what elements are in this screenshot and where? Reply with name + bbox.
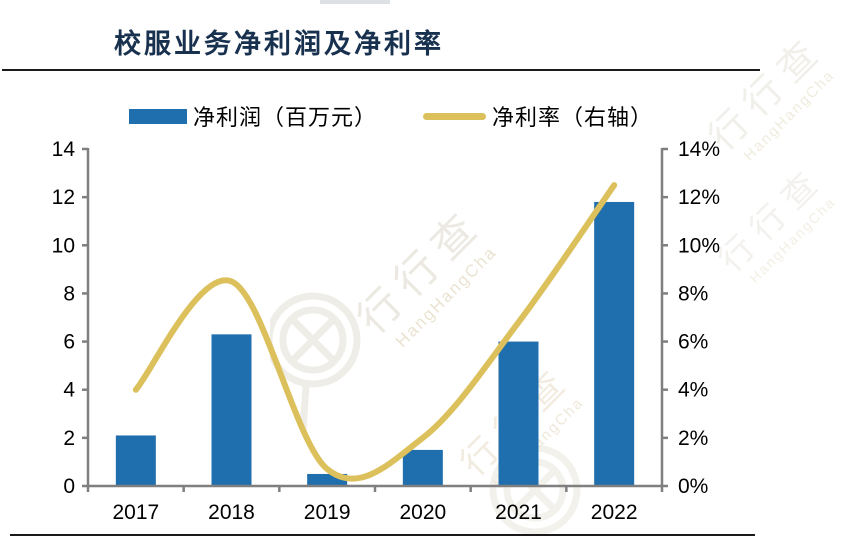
net-margin-line [132, 182, 618, 482]
bar-2021 [498, 341, 539, 486]
left-axis-label-4: 4 [63, 379, 75, 402]
right-axis-label-10%: 10% [678, 234, 720, 257]
bar-2022 [594, 201, 635, 486]
legend-label-net-profit: 净利润（百万元） [193, 105, 378, 130]
legend-item-net-margin: 净利率（右轴） [423, 101, 653, 131]
right-axis-label-12%: 12% [678, 186, 720, 209]
left-axis-label-14: 14 [52, 138, 76, 161]
left-axis-label-0: 0 [63, 475, 75, 498]
left-axis-label-8: 8 [63, 282, 75, 305]
right-axis-label-6%: 6% [678, 331, 708, 354]
right-axis-label-2%: 2% [678, 427, 708, 450]
x-axis-label-2021: 2021 [495, 501, 542, 524]
x-axis-label-2020: 2020 [399, 501, 446, 524]
x-axis-label-2017: 2017 [112, 501, 159, 524]
x-axis-label-2018: 2018 [208, 501, 255, 524]
top-edge-artifact [320, 0, 390, 4]
x-axis-label-2022: 2022 [591, 501, 638, 524]
left-axis-label-2: 2 [63, 427, 75, 450]
right-axis-label-8%: 8% [678, 282, 708, 305]
legend-item-net-profit: 净利润（百万元） [129, 101, 377, 131]
bar-2017 [115, 435, 156, 486]
legend-bar-swatch-icon [129, 108, 187, 124]
legend-line-swatch-icon [423, 112, 486, 120]
bar-2020 [402, 449, 443, 486]
left-axis-label-6: 6 [63, 331, 75, 354]
legend-label-net-margin: 净利率（右轴） [492, 105, 654, 130]
right-axis-label-4%: 4% [678, 379, 708, 402]
bottom-divider [10, 534, 755, 536]
bar-2018 [211, 334, 252, 486]
title-underline [2, 69, 760, 71]
right-axis-label-0%: 0% [678, 475, 708, 498]
right-axis-label-14%: 14% [678, 138, 720, 161]
chart-title: 校服业务净利润及净利率 [114, 29, 444, 59]
left-axis-label-10: 10 [52, 234, 75, 257]
x-axis-label-2019: 2019 [304, 501, 351, 524]
left-axis-label-12: 12 [52, 186, 75, 209]
